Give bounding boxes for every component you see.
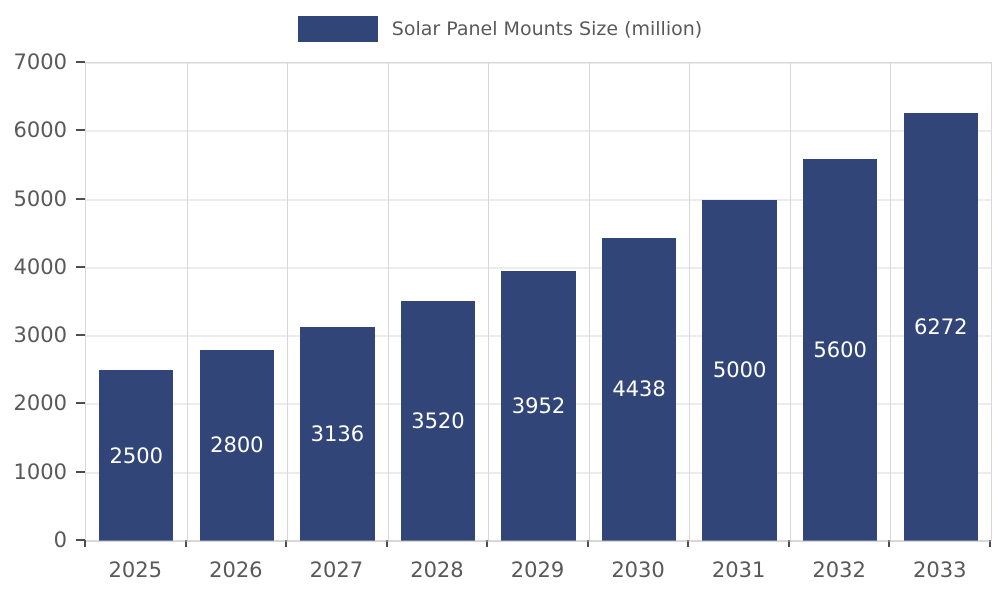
- x-tick-mark: [486, 540, 489, 547]
- x-tick-mark: [184, 540, 187, 547]
- bar-slot: 2500: [86, 63, 187, 541]
- bar-slot: 2800: [187, 63, 288, 541]
- x-tick-mark: [888, 540, 891, 547]
- bar-2025: 2500: [99, 370, 174, 541]
- bar-value-label: 3136: [310, 421, 365, 446]
- bar-slot: 5600: [790, 63, 891, 541]
- bar-2031: 5000: [702, 199, 777, 541]
- y-tick-label: 3000: [13, 323, 67, 348]
- y-tick-mark: [76, 334, 85, 337]
- gridline-vertical: [186, 63, 188, 541]
- gridline-horizontal: [86, 540, 991, 542]
- bar-value-label: 4438: [612, 377, 666, 402]
- x-tick-mark: [84, 540, 86, 547]
- x-tick-mark: [285, 540, 288, 547]
- bar-slot: 3136: [287, 63, 388, 541]
- y-tick-mark: [76, 265, 85, 268]
- bar-value-label: 2800: [210, 433, 264, 458]
- y-axis: 0 1000 2000 3000 4000 5000 6000 7000: [0, 50, 85, 552]
- x-axis: 2025 2026 2027 2028 2029 2030 2031 2032 2033: [84, 540, 991, 600]
- x-tick-label: 2028: [410, 558, 464, 582]
- gridline-horizontal: [86, 62, 991, 64]
- bar-2033: 6272: [903, 112, 978, 541]
- y-tick-mark: [76, 197, 85, 200]
- x-tick-mark: [989, 540, 991, 547]
- bar-2027: 3136: [300, 326, 375, 541]
- y-tick-label: 0: [53, 528, 67, 552]
- bar-2026: 2800: [199, 349, 275, 541]
- plot-area: 2500 2800 3136 3520 3952 4438 5000 5600 6272: [85, 62, 992, 542]
- gridline-vertical: [287, 63, 289, 541]
- gridline-vertical: [689, 63, 691, 541]
- bar-2030: 4438: [601, 237, 677, 541]
- legend-swatch: [297, 16, 378, 42]
- x-tick-label: 2029: [510, 558, 565, 582]
- legend: Solar Panel Mounts Size (million): [0, 16, 1000, 42]
- bar-slot: 6272: [890, 63, 991, 541]
- x-tick-label: 2033: [912, 558, 967, 582]
- y-tick-label: 1000: [13, 459, 67, 484]
- bar-slot: 5000: [689, 63, 790, 541]
- gridline-horizontal: [86, 130, 991, 132]
- x-tick-label: 2025: [108, 558, 162, 582]
- bar-value-label: 6272: [913, 314, 968, 339]
- x-tick-label: 2030: [611, 558, 665, 582]
- gridline-vertical: [488, 63, 490, 541]
- x-tick-label: 2031: [711, 558, 766, 582]
- x-tick-mark: [687, 540, 690, 547]
- gridline-vertical: [789, 63, 791, 541]
- x-tick-label: 2026: [209, 558, 263, 582]
- bar-slot: 4438: [589, 63, 690, 541]
- x-tick-mark: [787, 540, 790, 547]
- gridline-horizontal: [86, 267, 991, 269]
- y-tick-label: 2000: [13, 391, 67, 416]
- bar-value-label: 3520: [411, 408, 465, 433]
- gridline-vertical: [387, 63, 389, 541]
- bar-2032: 5600: [802, 158, 878, 541]
- y-tick-label: 6000: [13, 118, 67, 143]
- bar-slot: 3520: [388, 63, 489, 541]
- gridline-vertical: [588, 63, 590, 541]
- bar-value-label: 2500: [109, 443, 163, 468]
- x-tick-label: 2027: [309, 558, 364, 582]
- x-tick-mark: [586, 540, 589, 547]
- y-tick-mark: [76, 61, 85, 63]
- bar-value-label: 5000: [712, 358, 767, 383]
- gridline-horizontal: [86, 199, 991, 201]
- y-tick-label: 5000: [13, 186, 67, 211]
- x-tick-mark: [385, 540, 388, 547]
- y-tick-label: 4000: [13, 254, 67, 279]
- bar-value-label: 5600: [813, 337, 867, 362]
- x-tick-label: 2032: [812, 558, 866, 582]
- y-tick-mark: [76, 402, 85, 405]
- bar-slot: 3952: [488, 63, 589, 541]
- y-tick-mark: [76, 129, 85, 132]
- y-tick-mark: [76, 539, 85, 541]
- gridline-vertical: [890, 63, 892, 541]
- y-tick-mark: [76, 470, 85, 473]
- bar-2029: 3952: [501, 271, 576, 541]
- legend-label: Solar Panel Mounts Size (million): [391, 18, 703, 40]
- bar-2028: 3520: [400, 300, 476, 541]
- bar-value-label: 3952: [511, 394, 566, 419]
- y-tick-label: 7000: [13, 50, 67, 74]
